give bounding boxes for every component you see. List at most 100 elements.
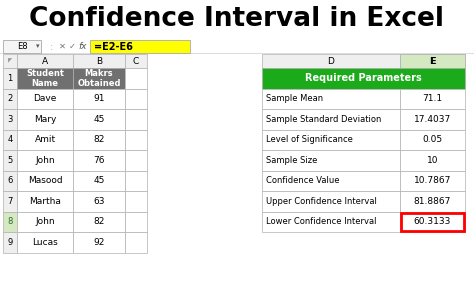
Text: 91: 91 bbox=[93, 94, 105, 103]
Text: ✓: ✓ bbox=[69, 42, 75, 51]
Bar bbox=[3, 232, 17, 253]
Bar bbox=[73, 54, 125, 68]
Bar bbox=[400, 191, 465, 212]
Text: 76: 76 bbox=[93, 156, 105, 165]
Text: Makrs
Obtained: Makrs Obtained bbox=[77, 69, 121, 88]
Text: Dave: Dave bbox=[33, 94, 57, 103]
Bar bbox=[3, 89, 17, 109]
Bar bbox=[73, 68, 125, 89]
Bar bbox=[73, 212, 125, 232]
Bar bbox=[125, 68, 147, 89]
Bar bbox=[73, 130, 125, 150]
Bar bbox=[125, 212, 147, 232]
Text: 63: 63 bbox=[93, 197, 105, 206]
Bar bbox=[262, 171, 400, 191]
Bar bbox=[17, 68, 73, 89]
Text: 2: 2 bbox=[8, 94, 13, 103]
Bar bbox=[125, 89, 147, 109]
Bar bbox=[0, 53, 474, 54]
Bar bbox=[262, 212, 400, 232]
Text: Amit: Amit bbox=[35, 135, 55, 144]
Text: 6: 6 bbox=[7, 176, 13, 185]
Text: ◤: ◤ bbox=[8, 58, 12, 64]
Bar bbox=[262, 68, 465, 89]
Bar bbox=[400, 212, 465, 232]
Text: 7: 7 bbox=[7, 197, 13, 206]
Text: ✕: ✕ bbox=[58, 42, 65, 51]
Bar bbox=[17, 171, 73, 191]
Text: 17.4037: 17.4037 bbox=[414, 115, 451, 124]
Bar bbox=[400, 89, 465, 109]
Text: 81.8867: 81.8867 bbox=[414, 197, 451, 206]
Bar bbox=[17, 232, 73, 253]
Text: John: John bbox=[35, 217, 55, 226]
Bar bbox=[400, 54, 465, 68]
Bar bbox=[262, 54, 400, 68]
Bar bbox=[125, 130, 147, 150]
Bar bbox=[3, 212, 17, 232]
Bar bbox=[17, 109, 73, 130]
Text: Sample Size: Sample Size bbox=[266, 156, 318, 165]
Text: 82: 82 bbox=[93, 217, 105, 226]
Bar bbox=[262, 109, 400, 130]
Bar bbox=[3, 171, 17, 191]
Bar bbox=[262, 89, 400, 109]
Text: Lucas: Lucas bbox=[32, 238, 58, 247]
Bar bbox=[400, 130, 465, 150]
Text: Confidence Value: Confidence Value bbox=[266, 176, 339, 185]
Text: 10: 10 bbox=[427, 156, 438, 165]
Bar bbox=[262, 130, 400, 150]
Bar bbox=[125, 109, 147, 130]
Bar bbox=[125, 232, 147, 253]
Text: 4: 4 bbox=[8, 135, 13, 144]
Text: :: : bbox=[50, 42, 54, 51]
Bar bbox=[3, 40, 41, 53]
Bar bbox=[73, 232, 125, 253]
Text: 82: 82 bbox=[93, 135, 105, 144]
Bar bbox=[90, 40, 190, 53]
Text: 9: 9 bbox=[8, 238, 13, 247]
Bar bbox=[3, 150, 17, 171]
Text: 0.05: 0.05 bbox=[422, 135, 443, 144]
Text: Sample Standard Deviation: Sample Standard Deviation bbox=[266, 115, 382, 124]
Bar bbox=[3, 54, 17, 68]
Bar bbox=[400, 150, 465, 171]
Bar bbox=[3, 130, 17, 150]
Text: ▾: ▾ bbox=[36, 44, 40, 49]
Bar bbox=[401, 212, 464, 231]
Bar bbox=[125, 191, 147, 212]
Text: 5: 5 bbox=[8, 156, 13, 165]
Bar bbox=[262, 191, 400, 212]
Text: John: John bbox=[35, 156, 55, 165]
Text: B: B bbox=[96, 56, 102, 65]
Text: =E2-E6: =E2-E6 bbox=[94, 42, 133, 51]
Text: Upper Confidence Interval: Upper Confidence Interval bbox=[266, 197, 377, 206]
Bar bbox=[17, 212, 73, 232]
Bar bbox=[73, 191, 125, 212]
Text: Mary: Mary bbox=[34, 115, 56, 124]
Bar bbox=[17, 130, 73, 150]
Text: Student
Name: Student Name bbox=[26, 69, 64, 88]
Text: E: E bbox=[430, 56, 435, 65]
Text: Masood: Masood bbox=[27, 176, 62, 185]
Text: 60.3133: 60.3133 bbox=[414, 217, 451, 226]
Text: Confidence Interval in Excel: Confidence Interval in Excel bbox=[29, 6, 445, 32]
Text: 3: 3 bbox=[7, 115, 13, 124]
Text: 8: 8 bbox=[7, 217, 13, 226]
Text: A: A bbox=[42, 56, 48, 65]
Bar bbox=[262, 150, 400, 171]
Bar bbox=[125, 54, 147, 68]
Bar bbox=[400, 54, 465, 68]
Bar bbox=[17, 89, 73, 109]
Text: 92: 92 bbox=[93, 238, 105, 247]
Bar bbox=[400, 171, 465, 191]
Text: Martha: Martha bbox=[29, 197, 61, 206]
Text: E: E bbox=[429, 56, 436, 65]
Bar bbox=[3, 68, 17, 89]
Bar bbox=[17, 150, 73, 171]
Text: Lower Confidence Interval: Lower Confidence Interval bbox=[266, 217, 376, 226]
Text: fx: fx bbox=[79, 42, 87, 51]
Bar bbox=[17, 191, 73, 212]
Text: 45: 45 bbox=[93, 115, 105, 124]
Text: Required Parameters: Required Parameters bbox=[305, 73, 422, 83]
